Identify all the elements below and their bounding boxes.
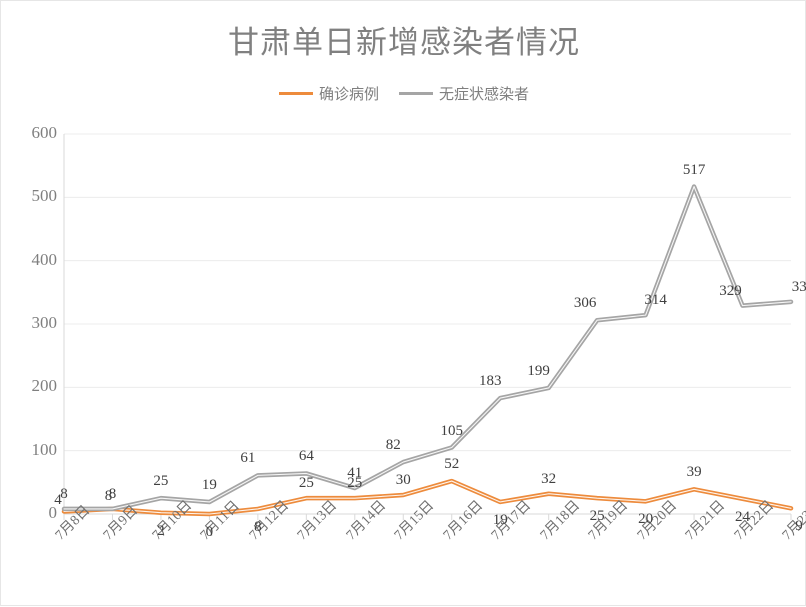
- data-point-label: 52: [444, 456, 460, 473]
- series-line-highlight: [63, 186, 792, 510]
- data-point-label: 19: [492, 511, 508, 528]
- y-axis-tick-label: 300: [31, 313, 58, 332]
- y-axis-tick-label: 600: [31, 123, 58, 142]
- data-point-label: 2: [157, 522, 165, 539]
- y-axis-tick-label: 500: [31, 186, 58, 206]
- data-point-label: 82: [385, 437, 401, 454]
- data-point-label: 64: [298, 448, 314, 465]
- series-line-highlight: [63, 480, 792, 515]
- data-point-label: 4: [54, 492, 62, 509]
- data-point-label: 61: [240, 450, 256, 467]
- data-point-label: 24: [735, 508, 751, 525]
- legend-swatch-confirmed: [278, 92, 313, 95]
- data-point-label: 0: [205, 524, 214, 540]
- data-point-label: 8: [108, 485, 117, 502]
- data-point-label: 25: [347, 475, 363, 492]
- data-point-label: 8: [104, 487, 113, 504]
- legend-label-asymptomatic: 无症状感染者: [439, 87, 530, 103]
- data-point-label: 199: [527, 362, 550, 379]
- legend-swatch-asymptomatic: [399, 92, 433, 95]
- data-point-label: 25: [153, 473, 169, 490]
- data-point-label: 25: [298, 475, 314, 492]
- data-point-label: 329: [719, 282, 742, 299]
- data-point-label: 41: [347, 465, 363, 482]
- data-point-label: 30: [395, 472, 411, 488]
- data-point-label: 39: [686, 464, 702, 481]
- data-point-label: 183: [478, 373, 502, 390]
- data-point-label: 517: [682, 161, 706, 178]
- data-point-label: 9: [795, 518, 803, 535]
- y-axis-tick-label: 200: [31, 376, 58, 396]
- series-line-asymptomatic[interactable]: [61, 184, 794, 512]
- data-point-label: 25: [589, 508, 605, 525]
- y-axis-tick-label: 0: [48, 503, 58, 522]
- data-point-label: 335: [791, 278, 806, 295]
- chart-legend: 确诊病例 无症状感染者: [1, 83, 806, 104]
- data-point-label: 32: [541, 470, 557, 487]
- data-point-label: 8: [254, 518, 262, 535]
- legend-item-confirmed[interactable]: 确诊病例: [278, 83, 379, 104]
- y-axis-tick-label: 100: [31, 439, 58, 459]
- data-point-label: 19: [201, 476, 217, 493]
- data-point-label: 105: [440, 422, 463, 439]
- data-point-label: 20: [638, 511, 654, 528]
- data-point-label: 8: [60, 485, 68, 502]
- legend-item-asymptomatic[interactable]: 无症状感染者: [399, 83, 529, 104]
- legend-label-confirmed: 确诊病例: [318, 87, 379, 103]
- data-point-label: 306: [573, 295, 597, 312]
- y-axis-tick-label: 400: [31, 249, 58, 269]
- data-point-label: 314: [644, 292, 667, 309]
- chart-title: 甘肃单日新增感染者情况: [228, 25, 580, 60]
